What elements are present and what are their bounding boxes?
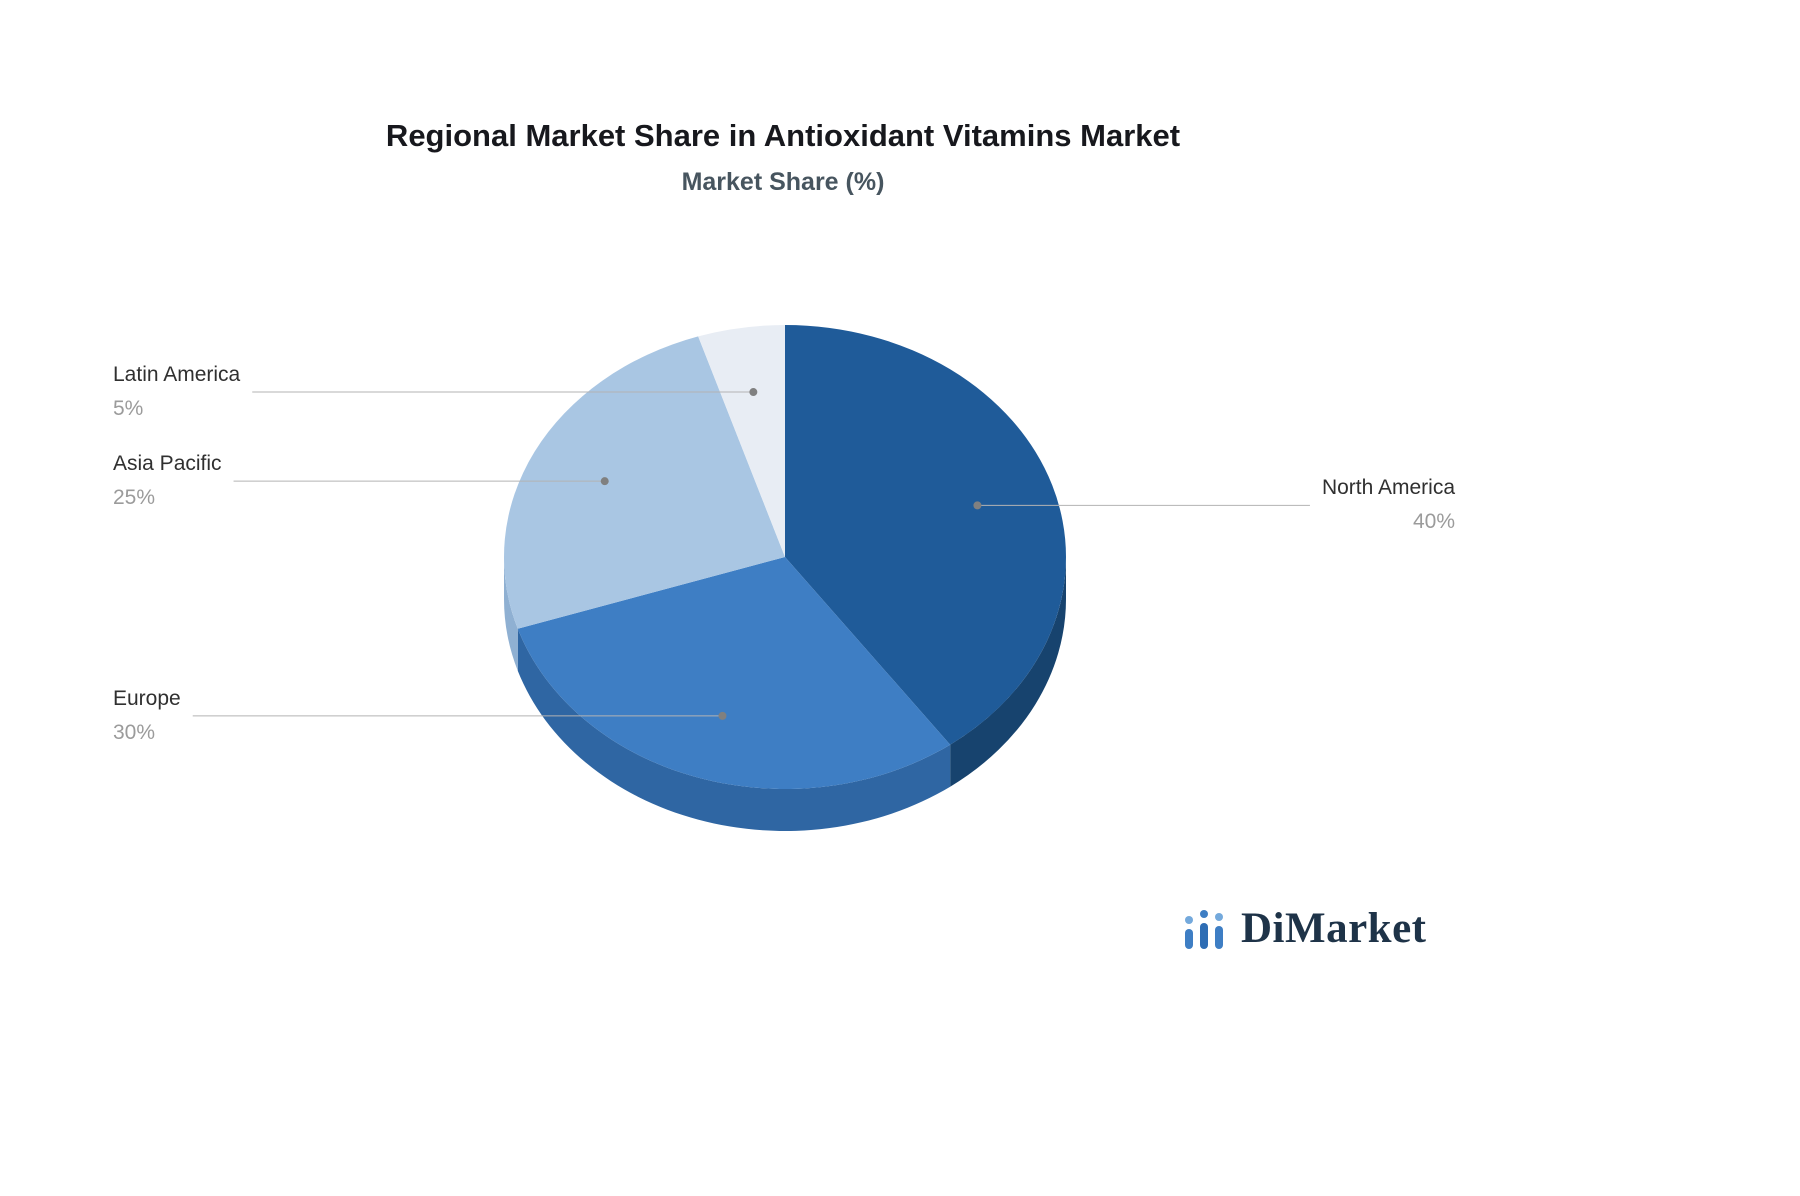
brand-logo: DiMarket bbox=[1183, 903, 1427, 953]
label-dot bbox=[973, 501, 982, 510]
pie-slice-asia-pacific[interactable] bbox=[503, 336, 785, 629]
brand-name: DiMarket bbox=[1241, 904, 1427, 952]
pie-slice-north-america[interactable] bbox=[785, 325, 1066, 745]
label-dot bbox=[600, 477, 609, 486]
label-dot bbox=[749, 388, 758, 397]
pie-slice-side-europe bbox=[517, 628, 951, 831]
chart-subtitle: Market Share (%) bbox=[681, 168, 885, 196]
pie-slice-side-north-america bbox=[950, 557, 1066, 787]
bar-chart-logo-icon bbox=[1185, 910, 1223, 949]
pie-slice-side-asia-pacific bbox=[504, 557, 518, 671]
pie-slice-europe[interactable] bbox=[517, 557, 951, 790]
pie-slice-latin-america[interactable] bbox=[698, 325, 785, 557]
label-dot bbox=[718, 711, 727, 720]
chart-title: Regional Market Share in Antioxidant Vit… bbox=[385, 118, 1181, 153]
